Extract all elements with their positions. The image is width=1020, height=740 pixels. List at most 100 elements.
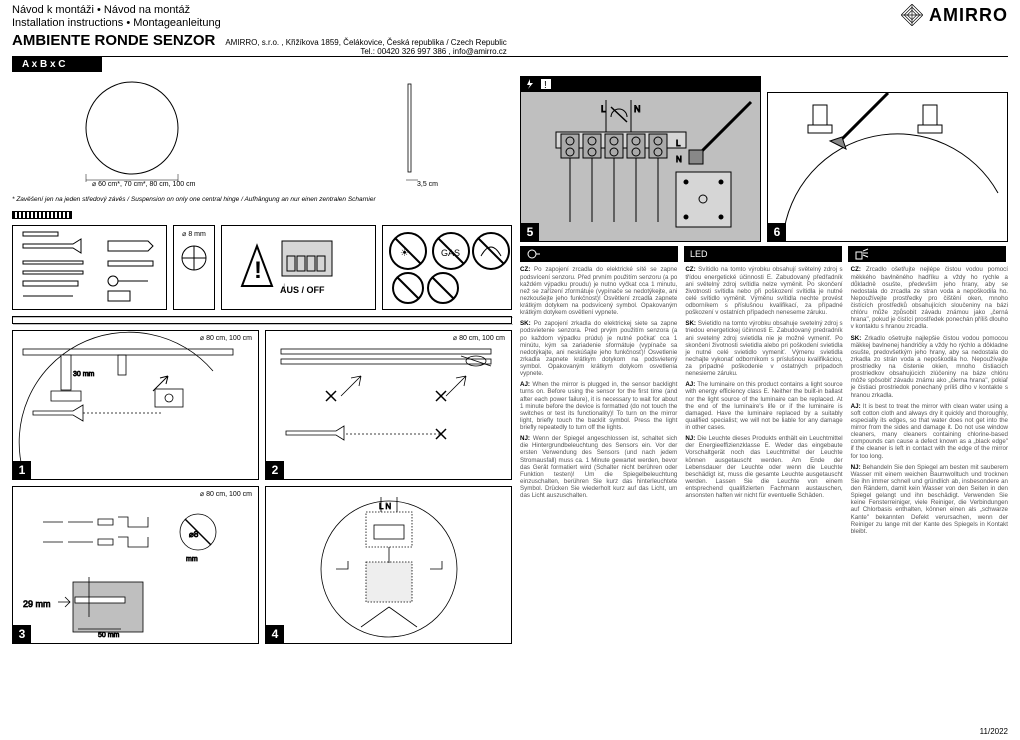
col3-nj-text: Behandeln Sie den Spiegel am besten mit …	[851, 464, 1008, 535]
step1-size: ⌀ 80 cm, 100 cm	[200, 334, 252, 342]
col2-nj: NJ: Die Leuchte dieses Produkts enthält …	[685, 435, 842, 499]
steps-3-4: ⌀ 80 cm, 100 cm ⌀8 mm 29 mm 50 mm	[12, 486, 512, 644]
tools-row: ⌀ 8 mm ! ↓ AUS / OFF ☀ GAS	[12, 225, 512, 310]
col2-sk-text: Svietidlo na tomto výrobku obsahuje svet…	[685, 320, 842, 377]
col2-sk: SK: Svietidlo na tomto výrobku obsahuje …	[685, 320, 842, 377]
step-num-2: 2	[266, 461, 284, 479]
warn-icon: !	[540, 78, 552, 90]
svg-text:29 mm: 29 mm	[23, 599, 51, 609]
instruction-text: CZ: Po zapojení zrcadla do elektrické sí…	[520, 266, 1008, 539]
tools-panel	[12, 225, 167, 310]
col3-cz: CZ: Zrcadlo ošetřujte nejlépe čistou vod…	[851, 266, 1008, 330]
aus-off: AUS / OFF	[280, 285, 325, 295]
svg-text:30 mm: 30 mm	[73, 371, 95, 378]
bulb-icon	[526, 248, 540, 260]
step-num-5: 5	[521, 223, 539, 241]
led-header: LED	[684, 246, 842, 262]
col3-aj: AJ: It is best to treat the mirror with …	[851, 403, 1008, 460]
step-6-panel: 6	[767, 92, 1008, 242]
step-5-panel: LN LN	[520, 92, 761, 242]
col2-aj-text: The luminaire on this product contains a…	[685, 381, 842, 431]
company-address: AMIRRO, s.r.o. , Křižíkova 1859, Čelákov…	[225, 38, 506, 47]
drill-size: ⌀ 8 mm	[182, 230, 206, 238]
col2-cz-text: Svítidlo na tomto výrobku obsahují světe…	[685, 266, 842, 316]
company-block: AMIRRO, s.r.o. , Křižíkova 1859, Čelákov…	[225, 38, 506, 56]
step3-size: ⌀ 80 cm, 100 cm	[200, 490, 252, 498]
prohibitions-panel: ☀ GAS	[382, 225, 512, 310]
col3-sk: SK: Zrkadlo ošetrujte najlepšie čistou v…	[851, 335, 1008, 399]
text-col-2: CZ: Svítidlo na tomto výrobku obsahují s…	[685, 266, 842, 539]
step-num-6: 6	[768, 223, 786, 241]
svg-text:!: !	[544, 80, 547, 90]
svg-text:⌀8: ⌀8	[189, 530, 199, 539]
svg-text:mm: mm	[186, 556, 198, 563]
text-col-1: CZ: Po zapojení zrcadla do elektrické sí…	[520, 266, 677, 539]
warning-panel: ! ↓ AUS / OFF	[221, 225, 376, 310]
step2-size: ⌀ 80 cm, 100 cm	[453, 334, 505, 342]
col1-nj: NJ: Wenn der Spiegel angeschlossen ist, …	[520, 435, 677, 499]
svg-text:N: N	[634, 104, 641, 114]
product-name: AMBIENTE RONDE SENZOR	[12, 32, 215, 49]
ruler-icon	[12, 211, 72, 219]
col1-cz-text: Po zapojení zrcadla do elektrické sítě s…	[520, 266, 677, 316]
circle-diagram: ⌀ 60 cm*, 70 cm*, 80 cm, 100 cm	[12, 76, 322, 188]
col2-aj: AJ: The luminaire on this product contai…	[685, 381, 842, 431]
step-num-3: 3	[13, 625, 31, 643]
svg-text:50 mm: 50 mm	[98, 632, 120, 639]
dims-row: ⌀ 60 cm*, 70 cm*, 80 cm, 100 cm 3,5 cm	[12, 76, 512, 188]
step-3-panel: ⌀ 80 cm, 100 cm ⌀8 mm 29 mm 50 mm	[12, 486, 259, 644]
step5-container: ! LN LN	[520, 76, 761, 242]
logo-icon	[901, 4, 923, 26]
svg-text:L: L	[676, 139, 681, 148]
section-headers: LED	[520, 246, 1008, 262]
step-2-panel: ⌀ 80 cm, 100 cm 2	[265, 330, 512, 480]
step-4-panel: L N 4	[265, 486, 512, 644]
circle-sizes: ⌀ 60 cm*, 70 cm*, 80 cm, 100 cm	[92, 180, 195, 188]
svg-text:!: !	[254, 257, 262, 284]
bolt-icon	[524, 78, 536, 90]
col1-sk-text: Po zapojení zrkadla do elektrickej siete…	[520, 320, 677, 377]
spray-icon	[854, 248, 870, 260]
profile-diagram: 3,5 cm	[328, 76, 508, 188]
step-1-panel: ⌀ 80 cm, 100 cm 30 mm 1	[12, 330, 259, 480]
brand-logo: AMIRRO	[901, 4, 1008, 26]
header: Návod k montáži • Návod na montáž Instal…	[0, 0, 1020, 56]
product-row: AMBIENTE RONDE SENZOR AMIRRO, s.r.o. , K…	[12, 32, 901, 56]
brand-text: AMIRRO	[929, 5, 1008, 26]
svg-text:GAS: GAS	[441, 248, 460, 258]
col1-cz: CZ: Po zapojení zrcadla do elektrické sí…	[520, 266, 677, 316]
col1-aj: AJ: When the mirror is plugged in, the s…	[520, 381, 677, 431]
lightning-bar: !	[520, 76, 761, 92]
col3-cz-text: Zrcadlo ošetřujte nejlépe čistou vodou p…	[851, 266, 1008, 330]
depth-label: 3,5 cm	[417, 181, 438, 188]
suspension-note: * Zavěšení jen na jeden středový závěs /…	[12, 196, 512, 203]
col2-nj-text: Die Leuchte dieses Produkts enthält ein …	[685, 435, 842, 499]
col1-sk: SK: Po zapojení zrkadla do elektrickej s…	[520, 320, 677, 377]
svg-text:N: N	[676, 155, 682, 164]
step-num-1: 1	[13, 461, 31, 479]
svg-text:L: L	[601, 104, 606, 114]
col1-aj-text: When the mirror is plugged in, the senso…	[520, 381, 677, 431]
title-languages-2: Installation instructions • Montageanlei…	[12, 17, 901, 30]
clean-header	[848, 246, 1006, 262]
step-num-4: 4	[266, 625, 284, 643]
divider-row: A x B x C	[0, 56, 1020, 72]
step6-container: 6	[767, 76, 1008, 242]
company-contact: Tel.: 00420 326 997 386 , info@amirro.cz	[225, 47, 506, 56]
main-content: ⌀ 60 cm*, 70 cm*, 80 cm, 100 cm 3,5 cm *…	[0, 72, 1020, 644]
svg-text:☀: ☀	[400, 248, 409, 259]
right-top-row: ! LN LN	[520, 76, 1008, 242]
drill-size-panel: ⌀ 8 mm	[173, 225, 215, 310]
bulb-header	[520, 246, 678, 262]
text-col-3: CZ: Zrcadlo ošetřujte nejlépe čistou vod…	[851, 266, 1008, 539]
col3-aj-text: It is best to treat the mirror with clea…	[851, 403, 1008, 460]
abc-label: A x B x C	[12, 57, 102, 72]
footer-date: 11/2022	[980, 727, 1008, 736]
col1-nj-text: Wenn der Spiegel angeschlossen ist, scha…	[520, 435, 677, 499]
title-languages-1: Návod k montáži • Návod na montáž	[12, 4, 901, 17]
header-left: Návod k montáži • Návod na montáž Instal…	[12, 4, 901, 56]
steps-1-2: ⌀ 80 cm, 100 cm 30 mm 1 ⌀	[12, 330, 512, 480]
col3-sk-text: Zrkadlo ošetrujte najlepšie čistou vodou…	[851, 335, 1008, 399]
right-column: ! LN LN	[520, 76, 1008, 644]
col3-nj: NJ: Behandeln Sie den Spiegel am besten …	[851, 464, 1008, 535]
